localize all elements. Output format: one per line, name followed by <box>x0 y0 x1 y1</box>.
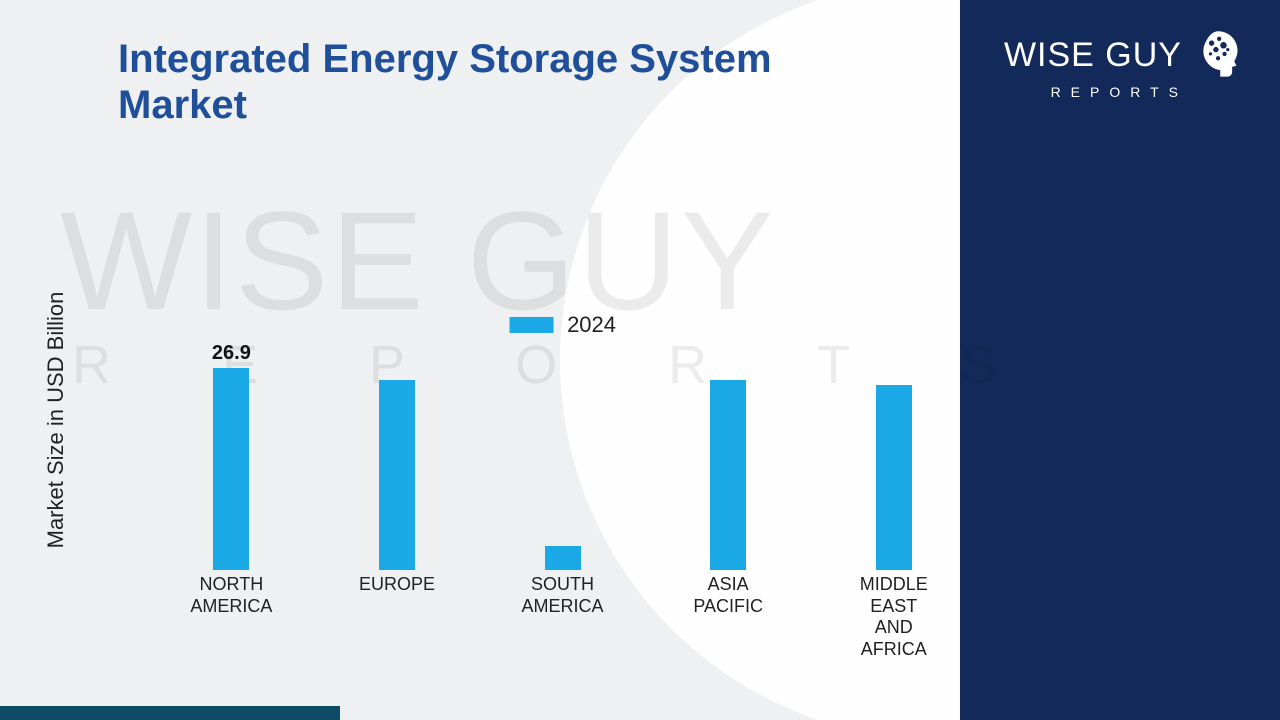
bar <box>379 380 415 570</box>
bar-fill <box>710 380 746 570</box>
head-icon <box>1190 28 1244 82</box>
bottom-accent-bar <box>0 706 340 720</box>
bar <box>545 546 581 570</box>
brand-logo: WISE GUY REPORTS <box>1004 28 1244 100</box>
bar: 26.9 <box>213 368 249 570</box>
legend-label: 2024 <box>567 312 616 338</box>
y-axis-label: Market Size in USD Billion <box>43 292 69 549</box>
bar-fill <box>213 368 249 570</box>
bar-chart: Market Size in USD Billion 2024 26.9 NOR… <box>60 150 960 690</box>
brand-sub: REPORTS <box>1004 84 1244 100</box>
bar-value-label: 26.9 <box>212 342 251 365</box>
stage: WISE GUY R E P O R T S Integrated Energy… <box>0 0 1280 720</box>
chart-title: Integrated Energy Storage System Market <box>118 36 818 128</box>
bar <box>710 380 746 570</box>
plot-area: 2024 26.9 <box>132 150 960 570</box>
x-axis-label: MIDDLE EAST AND AFRICA <box>860 574 928 660</box>
x-axis-label: ASIA PACIFIC <box>693 574 763 617</box>
x-axis-label: NORTH AMERICA <box>190 574 272 617</box>
bar <box>876 385 912 570</box>
x-axis-label: EUROPE <box>359 574 435 596</box>
legend: 2024 <box>509 312 616 338</box>
bar-fill <box>545 546 581 570</box>
right-panel <box>960 0 1280 720</box>
x-axis-label: SOUTH AMERICA <box>522 574 604 617</box>
bar-fill <box>379 380 415 570</box>
legend-swatch <box>509 317 553 333</box>
brand-text: WISE GUY <box>1004 36 1182 75</box>
bar-fill <box>876 385 912 570</box>
